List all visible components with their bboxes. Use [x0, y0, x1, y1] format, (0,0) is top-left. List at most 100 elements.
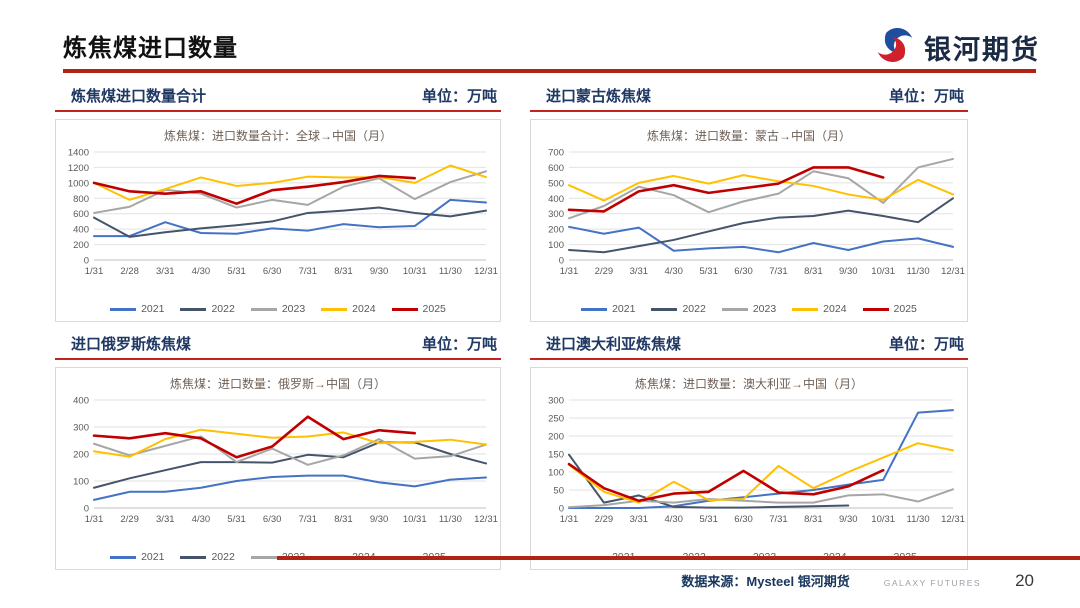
- section-header: 进口俄罗斯炼焦煤 单位：万吨: [55, 332, 501, 360]
- chart-canvas: 0 100 200 300 400 1/31 2/29 3/31 4/30 5/31 6/30 7/3…: [73, 396, 498, 526]
- y-axis-tick-label: 700: [548, 148, 564, 159]
- y-axis-tick-label: 1400: [68, 148, 89, 159]
- brand-name: 银河期货: [924, 35, 1040, 65]
- brand-logo: 银河期货: [874, 24, 1040, 71]
- page-title: 炼焦煤进口数量: [63, 35, 238, 62]
- brand-caption: GALAXY FUTURES: [883, 578, 982, 588]
- chart-panel: 炼焦煤：进口数量：澳大利亚→中国（月） 0 50 100 150 200 250 300 1/…: [530, 367, 968, 570]
- x-axis-tick-label: 1/31: [560, 266, 579, 277]
- y-axis-tick-label: 800: [73, 194, 89, 205]
- chart-title: 炼焦煤：进口数量：俄罗斯→中国（月）: [169, 377, 386, 391]
- x-axis-tick-label: 5/31: [699, 266, 718, 277]
- legend-swatch: [721, 307, 748, 311]
- series-line-2022: [93, 441, 487, 489]
- legend-item-2021: 2021: [110, 303, 164, 315]
- unit-label: 单位：万吨: [888, 88, 964, 105]
- y-axis-tick-label: 250: [548, 414, 564, 425]
- legend-item-2023: 2023: [721, 303, 777, 315]
- chart-title: 炼焦煤：进口数量合计：全球→中国（月）: [163, 129, 392, 143]
- series-line-2022: [568, 453, 850, 509]
- chart-title: 炼焦煤：进口数量：澳大利亚→中国（月）: [634, 377, 863, 391]
- x-axis-tick-label: 11/30: [439, 266, 462, 277]
- legend-label: 2021: [141, 551, 165, 563]
- x-axis-tick-label: 5/31: [227, 514, 246, 525]
- footer-accent-rule: [277, 556, 1080, 560]
- x-axis-tick-label: 3/31: [156, 514, 175, 525]
- section-title: 炼焦煤进口数量合计: [71, 88, 207, 105]
- legend-swatch: [321, 307, 348, 311]
- x-axis-tick-label: 8/31: [804, 266, 823, 277]
- page-number: 20: [1015, 571, 1034, 590]
- legend-label: 2022: [211, 303, 235, 315]
- x-axis-tick-label: 12/31: [474, 514, 498, 525]
- legend-label: 2021: [612, 303, 636, 315]
- section-header: 进口澳大利亚炼焦煤 单位：万吨: [530, 332, 968, 360]
- x-axis-tick-label: 9/30: [839, 514, 858, 525]
- x-axis-tick-label: 6/30: [263, 514, 282, 525]
- x-axis-tick-label: 9/30: [370, 266, 389, 277]
- unit-label: 单位：万吨: [421, 336, 497, 353]
- x-axis-tick-label: 10/31: [871, 514, 895, 525]
- series-line-2025: [567, 462, 885, 503]
- series-line-2024: [93, 428, 487, 458]
- legend-item-2021: 2021: [110, 551, 164, 563]
- series-line-2021: [568, 409, 954, 509]
- y-axis-tick-label: 100: [548, 240, 564, 251]
- x-axis-tick-label: 4/30: [192, 514, 211, 525]
- series-line-2021: [568, 225, 954, 254]
- x-axis-tick-label: 3/31: [630, 514, 649, 525]
- x-axis-tick-label: 5/31: [699, 514, 718, 525]
- section-title: 进口俄罗斯炼焦煤: [71, 336, 192, 353]
- x-axis-tick-label: 4/30: [664, 266, 683, 277]
- legend-swatch: [792, 307, 819, 311]
- y-axis-tick-label: 1200: [68, 163, 89, 174]
- section-header: 炼焦煤进口数量合计 单位：万吨: [55, 84, 501, 112]
- x-axis-tick-label: 12/31: [474, 266, 498, 277]
- x-axis-tick-label: 11/30: [439, 514, 462, 525]
- y-axis-tick-label: 400: [548, 194, 564, 205]
- x-axis-tick-label: 2/29: [595, 514, 614, 525]
- unit-label: 单位：万吨: [421, 88, 497, 105]
- x-axis-tick-label: 7/31: [769, 266, 788, 277]
- legend-swatch: [862, 307, 889, 311]
- chart-legend: 2021 2022 2023 2024 2025: [531, 297, 967, 321]
- series-line-2024: [93, 164, 487, 201]
- x-axis-tick-label: 12/31: [941, 514, 965, 525]
- x-axis-tick-label: 12/31: [941, 266, 965, 277]
- series-line-2024: [568, 442, 954, 504]
- series-line-2025: [92, 174, 417, 205]
- legend-label: 2022: [211, 551, 235, 563]
- y-axis-tick-label: 0: [84, 256, 89, 267]
- x-axis-tick-label: 3/31: [156, 266, 175, 277]
- legend-swatch: [581, 307, 608, 311]
- x-axis-tick-label: 10/31: [403, 514, 427, 525]
- y-axis-tick-label: 400: [73, 225, 89, 236]
- chart-canvas: 0 200 400 600 800 1000 1200 1400 1/31 2/28 3/31 4/3…: [68, 148, 498, 278]
- legend-label: 2023: [281, 303, 306, 315]
- chart-panel: 炼焦煤：进口数量：俄罗斯→中国（月） 0 100 200 300 400 1/31 2/29…: [55, 367, 501, 570]
- x-axis-tick-label: 11/30: [907, 514, 930, 525]
- series-line-2025: [92, 415, 417, 459]
- x-axis-tick-label: 1/31: [560, 514, 579, 525]
- x-axis-tick-label: 7/31: [299, 514, 318, 525]
- section-title: 进口蒙古炼焦煤: [546, 88, 652, 105]
- y-axis-tick-label: 400: [73, 396, 89, 407]
- line-chart: 0 100 200 300 400 1/31 2/29 3/31 4/30 5/31 6/30 7/3…: [56, 392, 500, 545]
- legend-label: 2025: [893, 303, 917, 315]
- footer: 数据来源：Mysteel 银河期货 GALAXY FUTURES 20: [681, 571, 1034, 591]
- legend-item-2021: 2021: [581, 303, 635, 315]
- y-axis-tick-label: 100: [73, 477, 89, 488]
- x-axis-tick-label: 2/28: [120, 266, 138, 277]
- series-line-2021: [93, 474, 487, 501]
- section-header: 进口蒙古炼焦煤 单位：万吨: [530, 84, 968, 112]
- section-title: 进口澳大利亚炼焦煤: [546, 336, 682, 353]
- legend-item-2025: 2025: [391, 303, 446, 315]
- series-line-2021: [93, 198, 487, 238]
- galaxy-swirl-icon: [874, 24, 916, 71]
- chart-section-russia: 进口俄罗斯炼焦煤 单位：万吨 炼焦煤：进口数量：俄罗斯→中国（月） 0 100 20…: [55, 332, 501, 570]
- y-axis-tick-label: 100: [548, 468, 564, 479]
- y-axis-tick-label: 0: [559, 256, 564, 267]
- x-axis-tick-label: 8/31: [334, 514, 353, 525]
- legend-label: 2023: [752, 303, 777, 315]
- chart-section-total: 炼焦煤进口数量合计 单位：万吨 炼焦煤：进口数量合计：全球→中国（月） 0 200…: [55, 84, 501, 322]
